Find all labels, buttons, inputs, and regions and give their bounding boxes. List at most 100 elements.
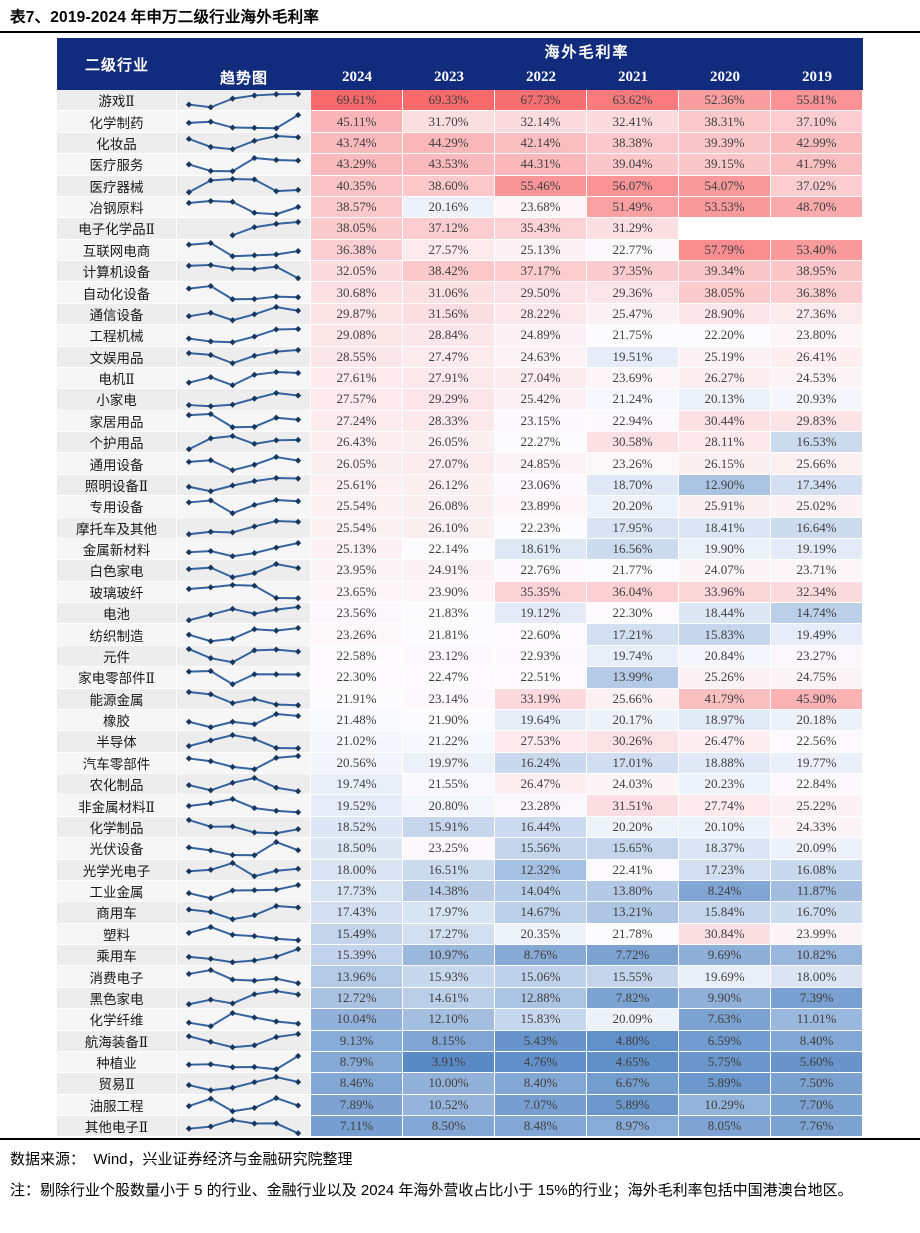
industry-name: 其他电子Ⅱ [57, 1116, 177, 1138]
year-header-2020: 2020 [710, 68, 740, 85]
value-cell: 41.79% [771, 154, 863, 176]
value-cell: 38.60% [403, 175, 495, 197]
trend-sparkline [177, 987, 311, 1010]
value-cell: 25.54% [311, 496, 403, 518]
value-cell: 42.99% [771, 132, 863, 155]
table-row: 自动化设备 30.68% 31.06% 29.50% 29.36% 38.05% 36.3… [57, 282, 863, 304]
value-cell: 23.15% [495, 410, 587, 432]
value-cell: 13.99% [587, 667, 679, 689]
trend-sparkline [177, 880, 311, 903]
value-cell: 25.26% [679, 667, 771, 689]
value-cell: 14.38% [403, 880, 495, 903]
value-cell: 38.05% [679, 282, 771, 304]
value-cell: 20.13% [679, 389, 771, 411]
value-cell: 15.91% [403, 816, 495, 839]
value-cell: 14.67% [495, 902, 587, 924]
industry-name: 医疗器械 [57, 175, 177, 197]
value-cell: 23.89% [495, 496, 587, 518]
value-cell: 19.49% [771, 624, 863, 646]
value-cell: 15.39% [311, 945, 403, 967]
value-cell: 20.18% [771, 709, 863, 732]
value-cell: 18.70% [587, 474, 679, 497]
industry-name: 小家电 [57, 389, 177, 411]
industry-name: 化学纤维 [57, 1009, 177, 1031]
value-cell: 21.78% [587, 923, 679, 945]
value-cell: 18.37% [679, 838, 771, 860]
footer: 数据来源： Wind，兴业证券经济与金融研究院整理 注：剔除行业个股数量小于 5… [0, 1138, 920, 1204]
industry-name: 金属新材料 [57, 538, 177, 561]
trend-sparkline [177, 624, 311, 646]
value-cell: 8.40% [495, 1073, 587, 1095]
trend-sparkline [177, 538, 311, 561]
value-cell: 16.51% [403, 859, 495, 881]
value-cell: 27.47% [403, 346, 495, 368]
value-cell: 24.75% [771, 667, 863, 689]
value-cell: 8.46% [311, 1073, 403, 1095]
trend-sparkline [177, 838, 311, 860]
industry-name: 化妆品 [57, 132, 177, 155]
value-cell: 63.62% [587, 90, 679, 112]
trend-sparkline [177, 432, 311, 454]
value-cell: 28.33% [403, 410, 495, 432]
value-cell: 17.97% [403, 902, 495, 924]
industry-name: 光学光电子 [57, 859, 177, 881]
table-row: 油服工程 7.89% 10.52% 7.07% 5.89% 10.29% 7.70% [57, 1094, 863, 1116]
table-body: 游戏Ⅱ 69.61% 69.33% 67.73% 63.62% 52.36% 55.81%… [57, 90, 863, 1138]
trend-sparkline [177, 410, 311, 432]
value-cell: 17.21% [587, 624, 679, 646]
industry-name: 白色家电 [57, 560, 177, 582]
table-row: 冶钢原料 38.57% 20.16% 23.68% 51.49% 53.53% 48.70… [57, 196, 863, 219]
value-cell: 36.04% [587, 581, 679, 603]
value-cell: 8.15% [403, 1030, 495, 1052]
table-row: 通信设备 29.87% 31.56% 28.22% 25.47% 28.90% 27.36… [57, 303, 863, 326]
industry-name: 通用设备 [57, 453, 177, 475]
table-row: 医疗服务 43.29% 43.53% 44.31% 39.04% 39.15% 41.79… [57, 154, 863, 176]
industry-name: 自动化设备 [57, 282, 177, 304]
value-cell: 23.26% [311, 624, 403, 646]
value-cell: 4.76% [495, 1051, 587, 1074]
trend-sparkline [177, 453, 311, 475]
trend-sparkline [177, 859, 311, 881]
table-row: 化学制药 45.11% 31.70% 32.14% 32.41% 38.31% 37.10… [57, 111, 863, 133]
trend-sparkline [177, 154, 311, 176]
trend-sparkline [177, 282, 311, 304]
value-cell: 20.23% [679, 774, 771, 796]
value-cell: 30.26% [587, 731, 679, 753]
value-cell: 19.64% [495, 709, 587, 732]
table-row: 非金属材料Ⅱ 19.52% 20.80% 23.28% 31.51% 27.74% 25.… [57, 795, 863, 817]
value-cell: 22.23% [495, 517, 587, 539]
value-cell: 36.38% [311, 239, 403, 261]
value-cell: 19.90% [679, 538, 771, 561]
value-cell: 23.56% [311, 603, 403, 625]
value-cell: 27.91% [403, 367, 495, 390]
value-cell: 22.14% [403, 538, 495, 561]
value-cell: 27.61% [311, 367, 403, 390]
value-cell: 20.10% [679, 816, 771, 839]
value-cell: 20.09% [771, 838, 863, 860]
trend-sparkline [177, 645, 311, 668]
value-cell: 8.48% [495, 1116, 587, 1138]
value-cell: 22.94% [587, 410, 679, 432]
table-row: 摩托车及其他 25.54% 26.10% 22.23% 17.95% 18.41% 16.… [57, 517, 863, 539]
table-row: 航海装备Ⅱ 9.13% 8.15% 5.43% 4.80% 6.59% 8.40% [57, 1030, 863, 1052]
trend-sparkline [177, 945, 311, 967]
value-cell: 4.65% [587, 1051, 679, 1074]
value-cell: 21.77% [587, 560, 679, 582]
industry-name: 农化制品 [57, 774, 177, 796]
value-cell: 23.68% [495, 196, 587, 219]
value-cell: 26.12% [403, 474, 495, 497]
value-cell: 27.57% [403, 239, 495, 261]
value-cell: 25.13% [495, 239, 587, 261]
value-cell: 10.00% [403, 1073, 495, 1095]
value-cell: 29.87% [311, 303, 403, 326]
value-cell: 51.49% [587, 196, 679, 219]
value-cell: 14.74% [771, 603, 863, 625]
value-cell: 19.97% [403, 752, 495, 774]
value-cell: 22.84% [771, 774, 863, 796]
value-cell: 7.07% [495, 1094, 587, 1116]
value-cell: 41.79% [679, 688, 771, 710]
value-cell: 25.61% [311, 474, 403, 497]
value-cell: 38.31% [679, 111, 771, 133]
value-cell: 9.13% [311, 1030, 403, 1052]
value-cell: 24.63% [495, 346, 587, 368]
